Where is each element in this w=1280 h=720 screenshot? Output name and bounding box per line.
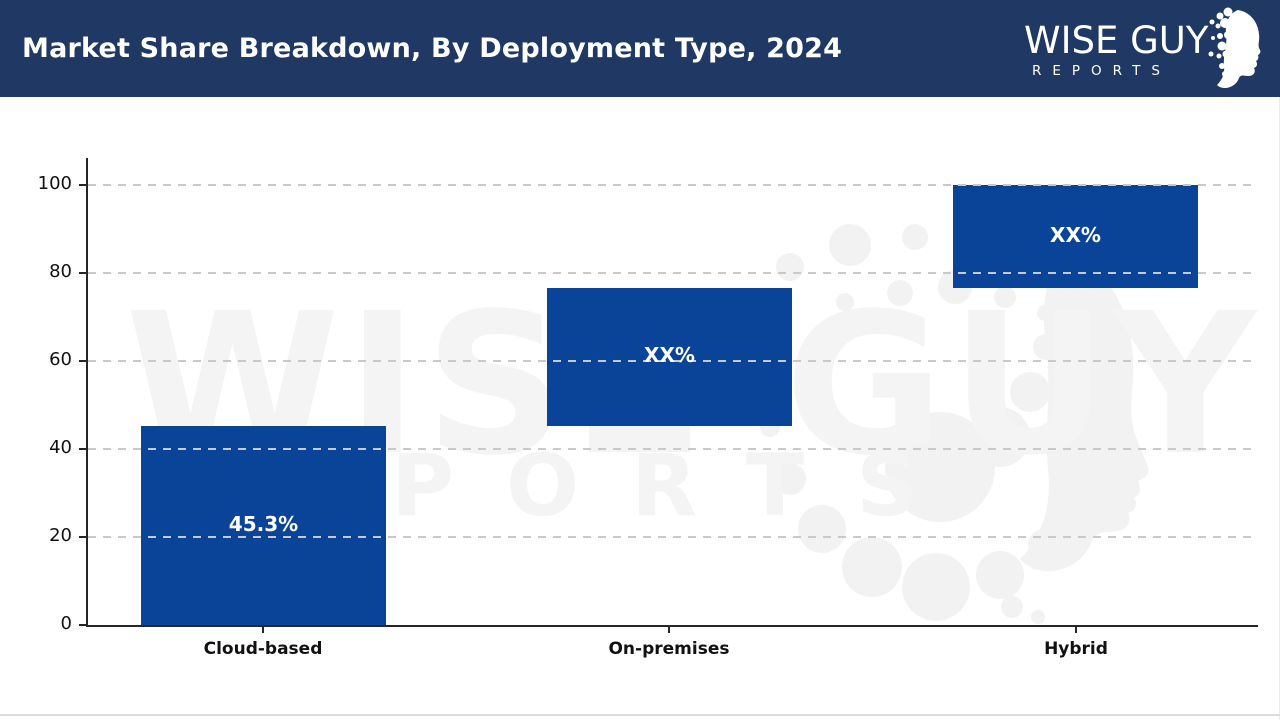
page-title: Market Share Breakdown, By Deployment Ty…	[22, 33, 843, 64]
y-tick-label: 20	[49, 525, 72, 546]
y-axis	[86, 158, 88, 627]
x-tick-label: On-premises	[608, 639, 730, 659]
y-axis-tick	[79, 448, 88, 450]
bottom-divider	[0, 714, 1280, 716]
grid-line	[88, 272, 1256, 274]
y-tick-label: 60	[49, 349, 72, 370]
wise-guy-reports-logo: WISE GUY REPORTS	[1024, 7, 1261, 88]
x-tick-label: Hybrid	[1044, 639, 1108, 659]
logo-wordmark: WISE GUY	[1024, 19, 1209, 62]
grid-line	[88, 360, 1256, 362]
y-axis-tick	[79, 536, 88, 538]
bar-value-label: XX%	[1050, 223, 1101, 247]
y-axis-tick	[79, 624, 88, 626]
bar-value-label: XX%	[644, 343, 695, 367]
x-tick-label: Cloud-based	[203, 639, 323, 659]
logo-face-icon	[1208, 7, 1261, 88]
y-tick-label: 100	[37, 173, 72, 194]
x-axis-tick	[668, 627, 670, 633]
y-axis-tick	[79, 184, 88, 186]
x-axis-tick	[1075, 627, 1077, 633]
bar	[141, 426, 386, 625]
y-tick-label: 0	[60, 613, 72, 634]
bar	[547, 288, 792, 426]
y-tick-label: 80	[49, 261, 72, 282]
x-axis-tick	[262, 627, 264, 633]
grid-line	[88, 448, 1256, 450]
y-axis-tick	[79, 272, 88, 274]
y-axis-tick	[79, 360, 88, 362]
x-axis	[86, 625, 1258, 627]
logo-subtext: REPORTS	[1032, 63, 1171, 79]
y-tick-label: 40	[49, 437, 72, 458]
bar-value-label: 45.3%	[228, 512, 299, 536]
grid-line	[88, 536, 1256, 538]
grid-line	[88, 184, 1256, 186]
header-bar: Market Share Breakdown, By Deployment Ty…	[0, 0, 1280, 97]
